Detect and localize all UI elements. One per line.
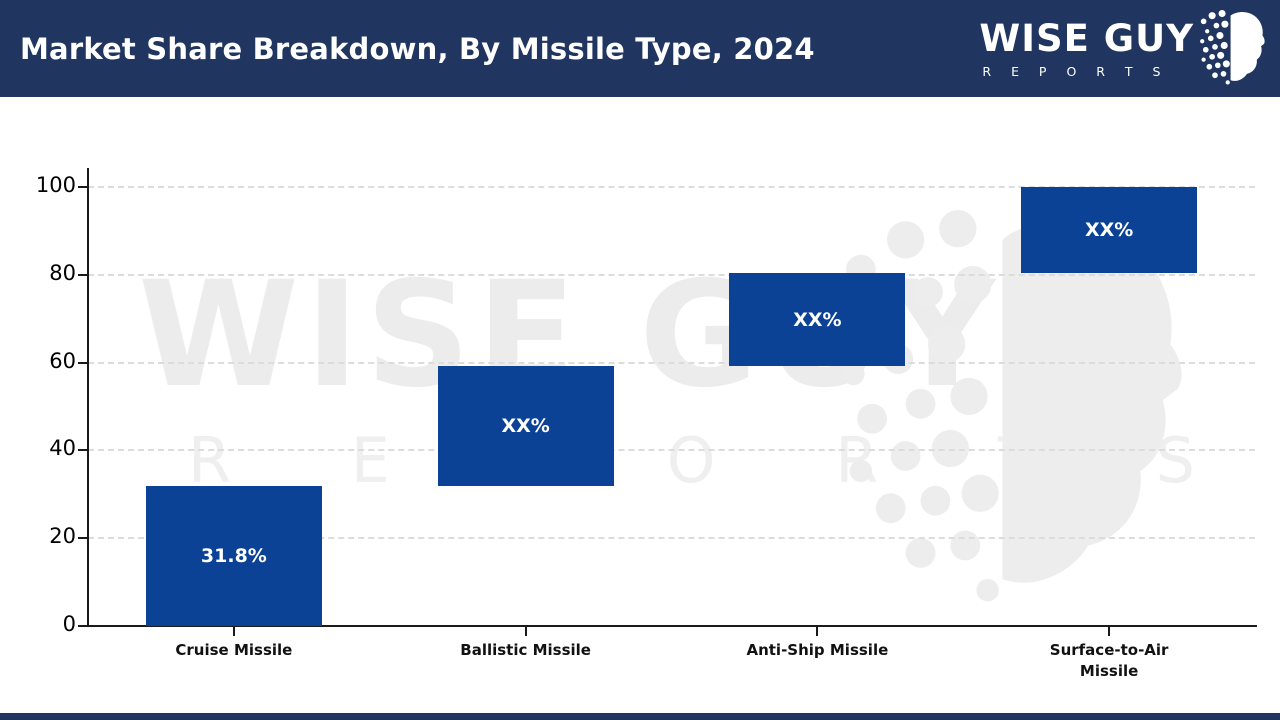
bar-ballistic-missile: XX%: [437, 366, 614, 487]
xtick-mark-surface-to-air-missile: [1108, 627, 1111, 636]
logo-text: WISE GUY R E P O R T S: [979, 20, 1194, 79]
bar-value-label: 31.8%: [200, 545, 267, 568]
ytick-mark-100: [78, 186, 87, 188]
bar-anti-ship-missile: XX%: [729, 273, 906, 367]
wiseguy-face-icon: [1196, 10, 1268, 88]
ytick-mark-20: [78, 537, 87, 540]
bar-value-label: XX%: [793, 308, 842, 331]
x-axis-line: [87, 625, 1257, 627]
logo-wordmark: WISE GUY: [979, 16, 1194, 60]
ytick-mark-60: [78, 361, 87, 364]
category-label-anti-ship-missile: Anti-Ship Missile: [746, 641, 889, 659]
ytick-label-40: 40: [49, 436, 76, 461]
bar-value-label: XX%: [1084, 219, 1134, 242]
gridline-100: [88, 186, 1255, 188]
gridline-20: [88, 537, 1255, 540]
gridline-80: [88, 273, 1255, 276]
ytick-label-20: 20: [49, 524, 76, 549]
xtick-mark-anti-ship-missile: [816, 627, 819, 636]
logo-subtitle: R E P O R T S: [982, 63, 1169, 79]
category-label-ballistic-missile: Ballistic Missile: [460, 641, 591, 659]
bar-value-label: XX%: [501, 415, 550, 438]
gridline-40: [88, 449, 1255, 452]
category-label-surface-to-air-missile: Surface-to-Air Missile: [1049, 641, 1169, 680]
ytick-label-0: 0: [62, 612, 76, 636]
footer-bar: [0, 713, 1280, 720]
ytick-mark-80: [78, 273, 87, 276]
bar-surface-to-air-missile: XX%: [1021, 187, 1198, 274]
gridline-60: [88, 361, 1255, 364]
ytick-label-100: 100: [35, 173, 76, 197]
xtick-mark-ballistic-missile: [524, 627, 527, 636]
ytick-mark-0: [78, 625, 87, 627]
header-bar: Market Share Breakdown, By Missile Type,…: [0, 0, 1280, 97]
bar-cruise-missile: 31.8%: [145, 486, 322, 626]
wiseguy-logo: WISE GUY R E P O R T S: [979, 10, 1268, 88]
ytick-label-60: 60: [49, 348, 76, 373]
category-label-cruise-missile: Cruise Missile: [175, 641, 293, 659]
xtick-mark-cruise-missile: [232, 627, 235, 636]
y-axis-line: [87, 168, 89, 627]
page-title: Market Share Breakdown, By Missile Type,…: [20, 31, 815, 66]
ytick-mark-40: [78, 449, 87, 452]
ytick-label-80: 80: [49, 260, 76, 285]
